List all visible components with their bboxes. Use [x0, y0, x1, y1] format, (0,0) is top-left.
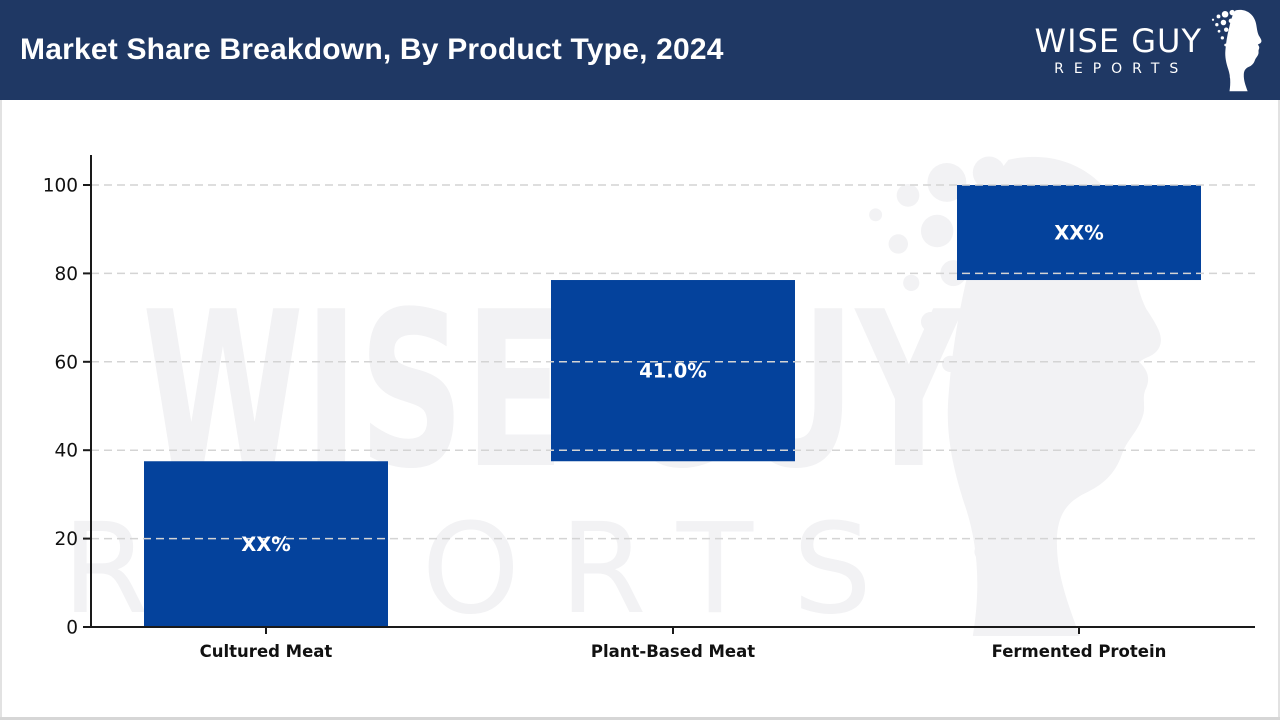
y-tick-label: 20 [54, 529, 78, 550]
y-tick-label: 100 [43, 176, 78, 197]
y-tick-label: 0 [66, 618, 78, 639]
y-tick-label: 40 [54, 441, 78, 462]
bar-chart: WISE GUYREPORTSXX%41.0%XX%020406080100Cu… [43, 155, 1255, 661]
x-category-label: Plant-Based Meat [591, 642, 755, 661]
wiseguy-head-icon [1211, 9, 1262, 92]
logo-text: WISE GUY REPORTS [1034, 25, 1202, 76]
bar-value-label: XX% [1054, 222, 1104, 245]
y-tick-label: 80 [54, 264, 78, 285]
bar-value-label: 41.0% [639, 360, 707, 383]
page-title: Market Share Breakdown, By Product Type,… [20, 33, 724, 66]
chart-area: WISE GUYREPORTSXX%41.0%XX%020406080100Cu… [0, 100, 1280, 717]
bar-plant-based-meat [551, 280, 795, 462]
bar-cultured-meat [144, 461, 388, 627]
logo-wordmark: WISE GUY [1034, 21, 1202, 60]
x-category-label: Fermented Protein [992, 642, 1167, 661]
bar-fermented-protein [957, 185, 1201, 281]
wiseguy-logo: WISE GUY REPORTS [1034, 6, 1266, 94]
logo-subtext: REPORTS [1054, 60, 1189, 77]
y-tick-label: 60 [54, 352, 78, 373]
x-category-label: Cultured Meat [200, 642, 333, 661]
header-bar: Market Share Breakdown, By Product Type,… [0, 0, 1280, 100]
bar-value-label: XX% [241, 533, 291, 556]
bottom-border [0, 717, 1280, 720]
